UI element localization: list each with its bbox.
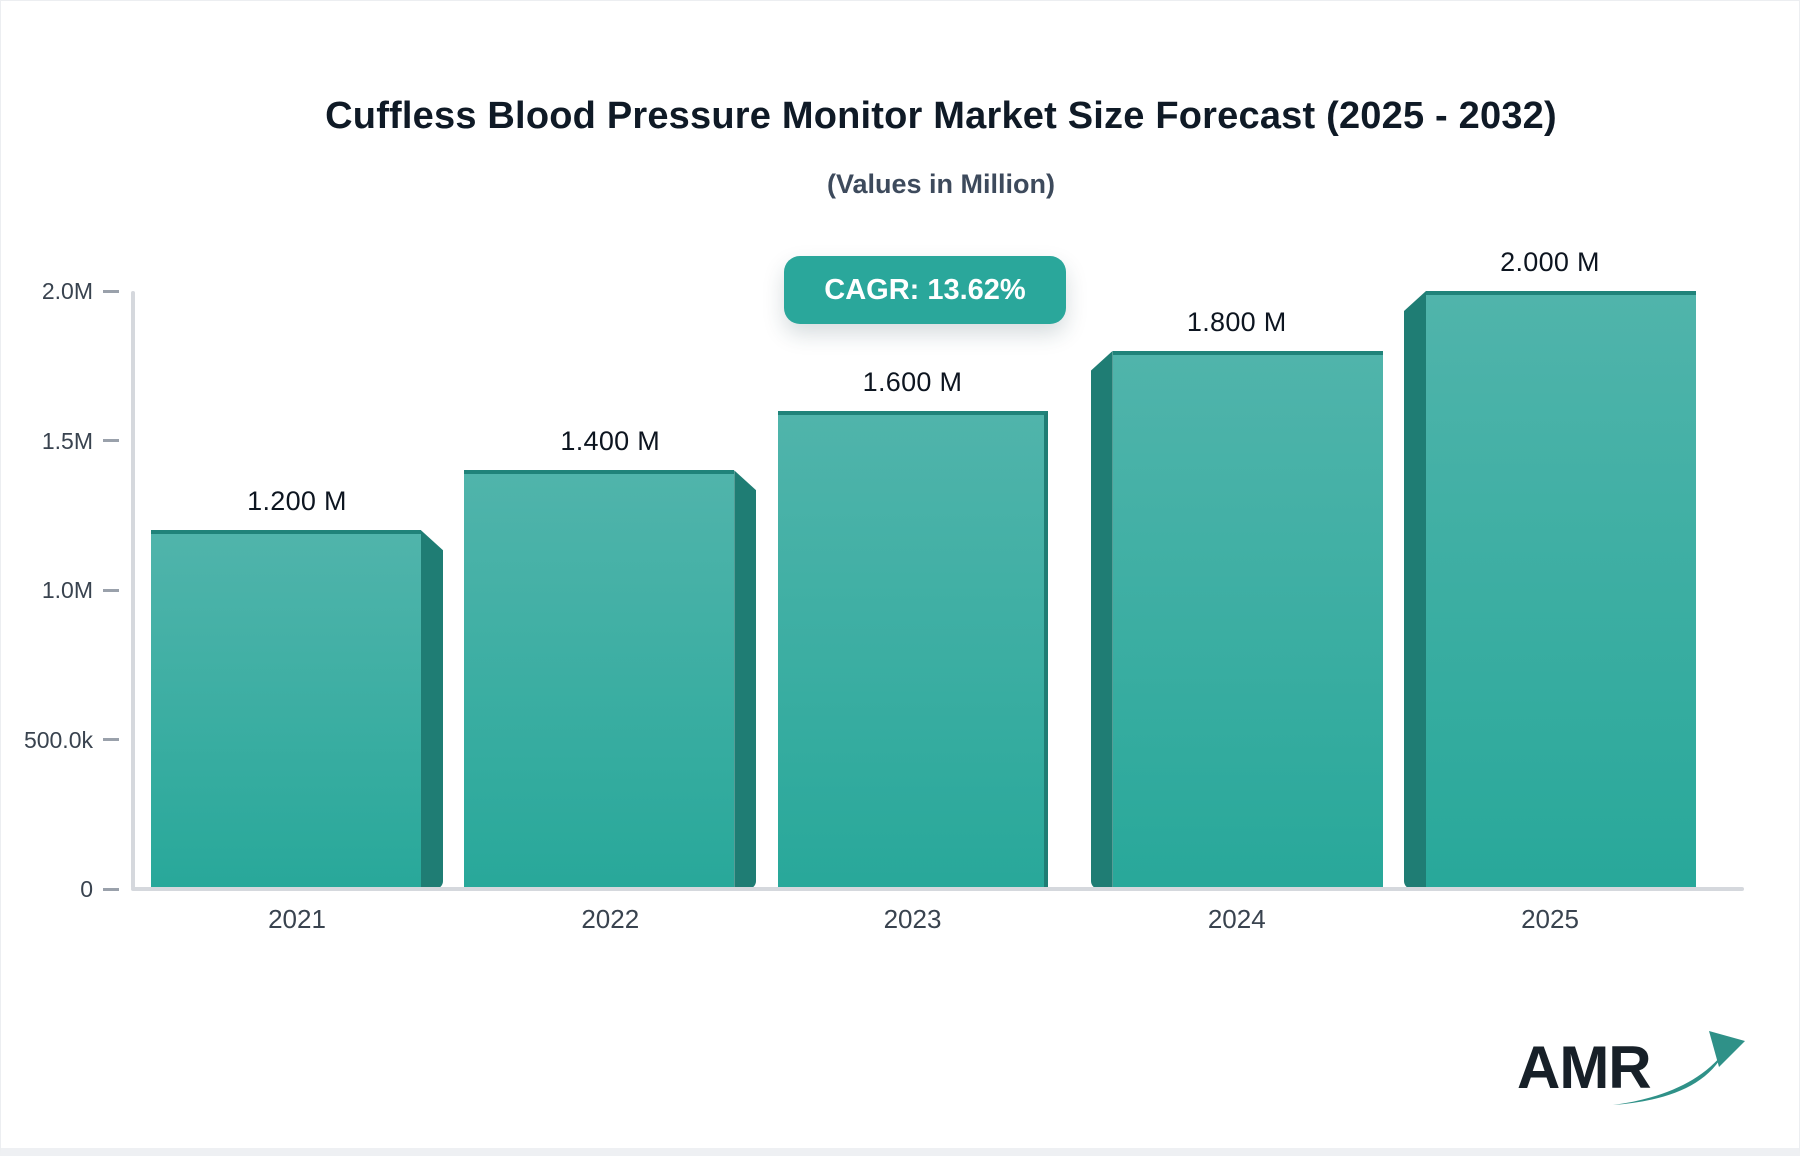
y-axis-line: [131, 291, 135, 889]
x-axis-label: 2025: [1521, 904, 1579, 934]
bar-side-face: [421, 530, 443, 889]
y-axis-tick-label: 1.0M: [41, 577, 93, 603]
x-axis-line: [131, 887, 1744, 891]
bar-fill: [151, 530, 421, 889]
amr-logo-text: AMR: [1517, 1034, 1652, 1101]
x-axis-label: 2022: [581, 904, 640, 934]
amr-logo: AMR: [1517, 1023, 1747, 1109]
y-axis-tick-label: 1.5M: [41, 427, 93, 454]
cagr-badge: CAGR: 13.62%: [784, 256, 1066, 324]
y-axis-tick: [103, 738, 119, 741]
chart-title: Cuffless Blood Pressure Monitor Market S…: [325, 95, 1557, 137]
growth-arrow-icon: [1613, 1031, 1745, 1105]
bar-fill: [1112, 350, 1383, 889]
y-axis-tick: [103, 588, 119, 592]
x-axis-label: 2023: [883, 904, 942, 934]
bar-value-label: 2.000 M: [1500, 247, 1600, 277]
chart-subtitle: (Values in Million): [826, 169, 1056, 199]
bar-value-label: 1.600 M: [862, 366, 963, 397]
bar-value-label: 1.200 M: [247, 486, 347, 517]
bar-fill: [777, 410, 1048, 889]
bar-side-face: [1404, 291, 1426, 889]
y-axis-tick: [103, 289, 119, 293]
bar-value-label: 1.800 M: [1186, 306, 1287, 337]
y-axis-tick: [103, 439, 119, 442]
bar-side-face: [1090, 350, 1113, 889]
y-axis-tick-label: 0: [80, 876, 93, 902]
bar-side-face: [734, 470, 757, 889]
y-axis-tick-label: 2.0M: [41, 278, 93, 304]
x-axis-label: 2024: [1207, 904, 1266, 934]
y-axis-tick: [103, 887, 119, 891]
y-axis-tick-label: 500.0k: [23, 726, 93, 753]
x-axis-label: 2021: [268, 904, 326, 934]
bar-fill: [464, 470, 735, 889]
bar-fill: [1426, 291, 1696, 889]
bar-value-label: 1.400 M: [560, 426, 661, 457]
